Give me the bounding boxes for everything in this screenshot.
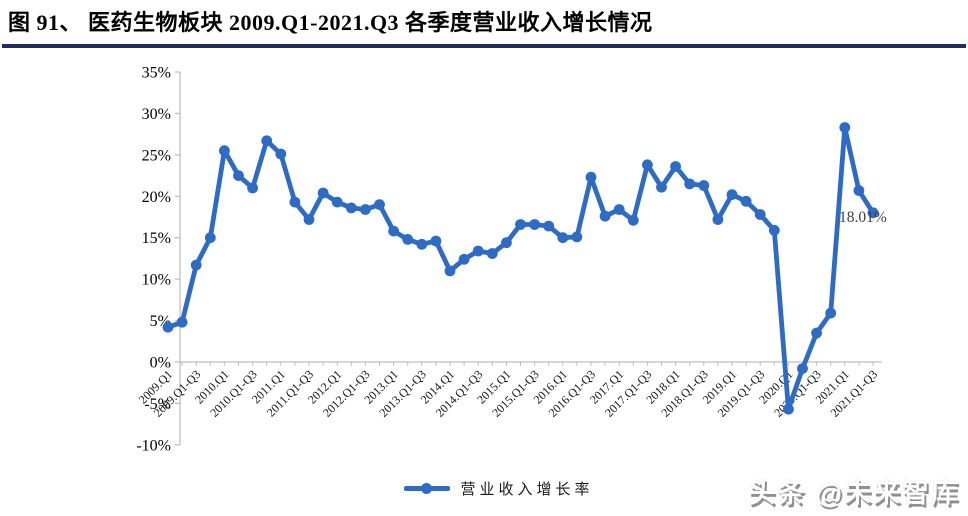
- svg-text:30%: 30%: [142, 106, 171, 123]
- svg-text:35%: 35%: [142, 65, 171, 82]
- title-underline: [2, 44, 966, 48]
- svg-text:15%: 15%: [142, 230, 171, 247]
- svg-text:-5%: -5%: [144, 396, 171, 413]
- chart-legend: 营业收入增长率: [0, 478, 968, 499]
- svg-text:10%: 10%: [142, 272, 171, 289]
- svg-text:18.01%: 18.01%: [839, 209, 887, 226]
- legend-dot-icon: [421, 482, 433, 494]
- figure-title: 图 91、 医药生物板块 2009.Q1-2021.Q3 各季度营业收入增长情况: [8, 10, 653, 35]
- svg-text:0%: 0%: [150, 355, 171, 372]
- svg-text:-10%: -10%: [136, 437, 171, 454]
- svg-text:25%: 25%: [142, 147, 171, 164]
- svg-text:20%: 20%: [142, 189, 171, 206]
- legend-line-marker-icon: [404, 482, 451, 494]
- legend-series-label: 营业收入增长率: [460, 482, 594, 498]
- watermark-toutiao: 头条 @未来智库: [748, 478, 960, 508]
- figure-header: 图 91、 医药生物板块 2009.Q1-2021.Q3 各季度营业收入增长情况: [0, 0, 968, 48]
